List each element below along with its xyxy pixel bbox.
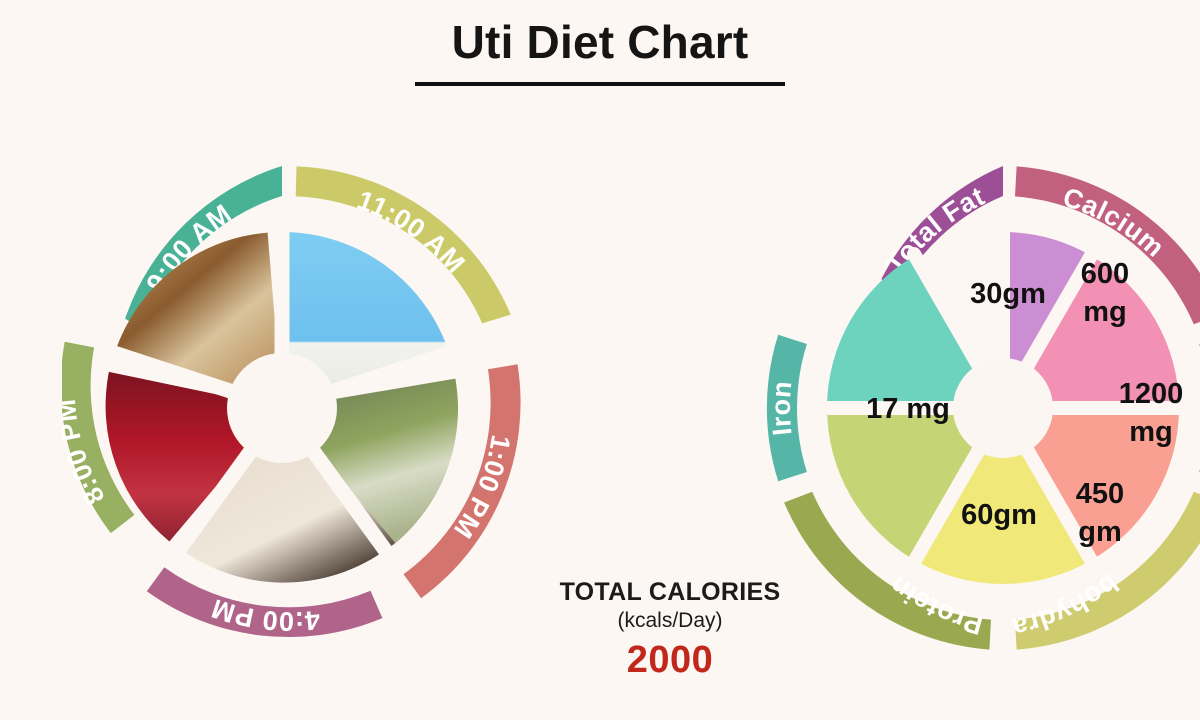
total-calories-label: TOTAL CALORIES [559,578,781,606]
nutrient-value-wedges [827,232,1179,584]
nutrient-wedge-calcium[interactable] [1003,255,1179,408]
nutrient-value-iron: 17 mg [866,393,950,425]
nutrient-wedge-protein[interactable] [827,408,1003,561]
nutrient-breakdown-wheel[interactable]: Total Fat Calcium Carbohydrate Protein I… [763,118,1200,708]
nutrient-value-phosphorus-line1: 1200 [1119,378,1184,410]
meal-wheel-hub [227,353,337,463]
nutrient-outer-ring [766,166,1200,650]
nutrient-values: 30gm 600 mg 1200 mg 450 gm 60gm 17 mg [866,258,1183,548]
meal-arc-0900am[interactable] [125,166,282,330]
total-calories-unit: (kcals/Day) [617,609,723,632]
nutrient-wedge-phosphorus[interactable] [1003,408,1179,561]
page-title: Uti Diet Chart [451,16,749,68]
nutrient-arc-calcium[interactable] [1015,166,1200,325]
meal-arc-1100am[interactable] [295,166,511,324]
total-calories-value: 2000 [626,639,714,681]
nutrient-wedge-iron[interactable] [827,255,1003,408]
nutrient-value-carbohydrate-line1: 450 [1076,478,1124,510]
meal-arc-0100pm[interactable] [403,364,521,599]
nutrient-arc-carbohydrate[interactable] [1015,491,1200,650]
nutrient-value-protein: 60gm [961,499,1037,531]
nutrient-value-calcium-line2: mg [1083,296,1127,328]
nutrient-value-total-fat: 30gm [970,278,1046,310]
nutrient-wheel-hub [953,358,1053,458]
meal-arc-0400pm[interactable] [146,567,383,638]
nutrient-wedge-carbohydrate[interactable] [915,408,1091,584]
nutrient-value-phosphorus-line2: mg [1129,416,1173,448]
meal-outer-ring [62,166,521,638]
roti-flatbread-photo[interactable] [178,408,396,583]
nutrient-value-carbohydrate-line2: gm [1078,516,1122,548]
nutrient-value-calcium-line1: 600 [1081,258,1129,290]
nutrient-arc-iron[interactable] [766,334,807,482]
nutrient-arc-protein[interactable] [784,491,991,650]
title-underline-divider [415,82,785,87]
meal-label-0100pm: 1:00 PM [448,433,516,544]
meal-timing-wheel[interactable]: 9:00 AM 11:00 AM 1:00 PM 4:00 PM 8:00 PM [62,118,532,708]
total-calories-block: TOTAL CALORIES (kcals/Day) 2000 [540,578,800,682]
meal-arc-0800pm[interactable] [62,341,135,534]
title-block: Uti Diet Chart [0,16,1200,87]
